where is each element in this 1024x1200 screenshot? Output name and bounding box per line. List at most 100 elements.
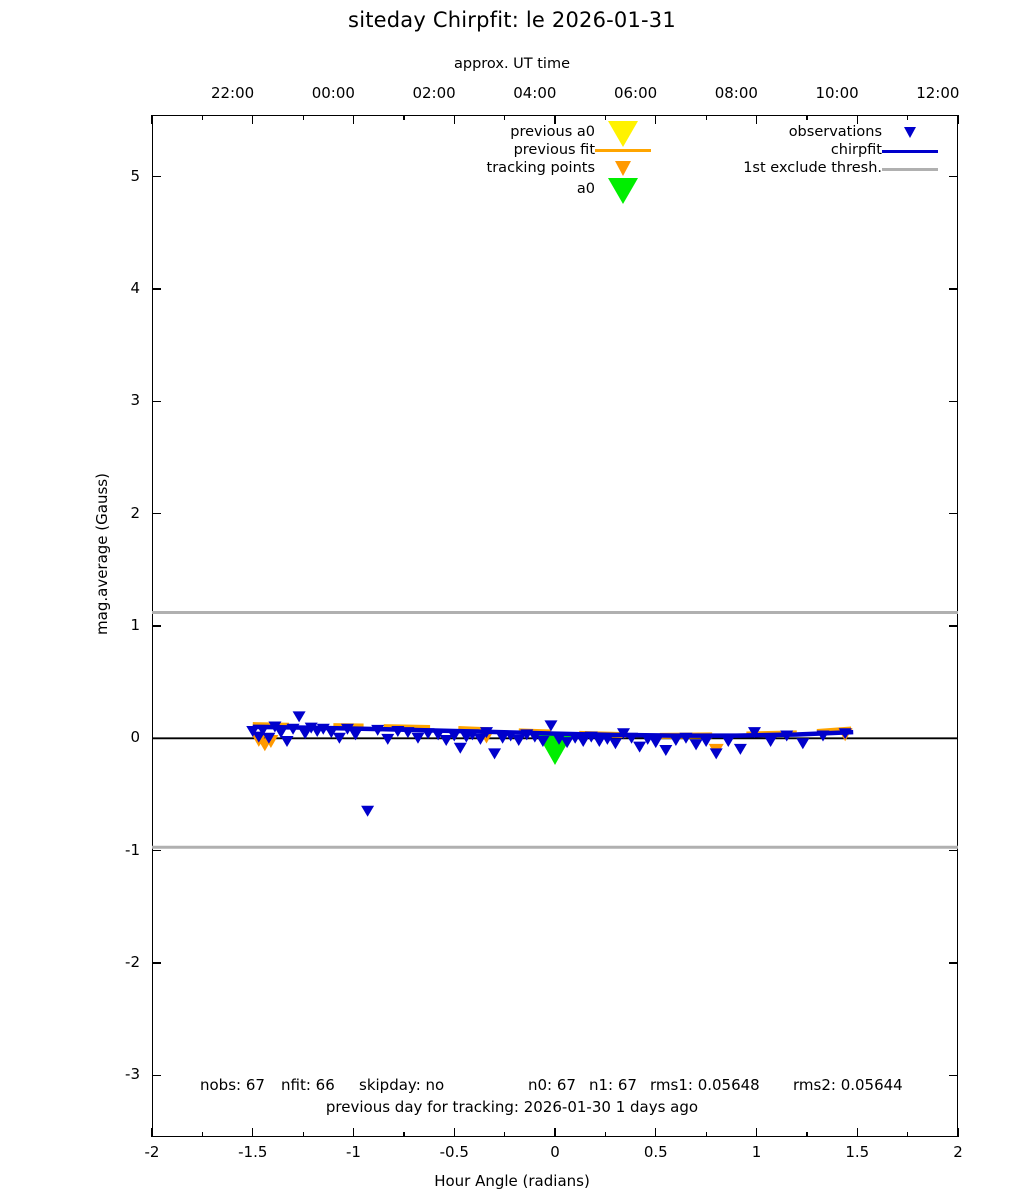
top-tick-label: 02:00 <box>412 84 456 102</box>
x-tick-label: 1 <box>751 1143 762 1161</box>
stat-nfit: nfit: 66 <box>281 1076 335 1094</box>
x-tick-major-top <box>554 115 556 124</box>
y-tick-major-right <box>949 962 958 964</box>
stat-n1: n1: 67 <box>589 1076 637 1094</box>
plot-legend: previous a0 previous fit tracking points a0… <box>152 119 958 209</box>
top-axis-label: approx. UT time <box>454 56 570 72</box>
x-tick-label: -1 <box>346 1143 361 1161</box>
x-tick-minor-top <box>504 115 506 120</box>
top-tick-label: 12:00 <box>916 84 960 102</box>
x-tick-minor-top <box>403 115 405 120</box>
legend-marker-line-right-2 <box>882 168 938 171</box>
legend-label-left-2: tracking points <box>486 160 595 176</box>
x-tick-minor-top <box>806 115 808 120</box>
top-tick-label: 00:00 <box>311 84 355 102</box>
legend-label-left-0: previous a0 <box>510 124 595 140</box>
legend-label-left-3: a0 <box>576 181 595 197</box>
top-tick-label: 22:00 <box>210 84 255 102</box>
legend-label-left-1: previous fit <box>513 142 595 158</box>
y-tick-major <box>152 176 161 178</box>
x-tick-label: 1.5 <box>845 1143 870 1161</box>
top-tick-label: 08:00 <box>714 84 758 102</box>
x-tick-major-top <box>957 115 959 124</box>
y-tick-major <box>152 962 161 964</box>
y-tick-label: -1 <box>125 840 140 859</box>
top-tick-label: 10:00 <box>815 84 859 102</box>
y-tick-major <box>152 513 161 515</box>
y-tick-major <box>152 1074 161 1076</box>
y-tick-major-right <box>949 176 958 178</box>
x-tick-major-top <box>856 115 858 124</box>
x-tick-label: -1.5 <box>238 1143 268 1161</box>
x-tick-major-top <box>755 115 758 124</box>
footer-tracking-row: previous day for tracking: 2026-01-30 1 … <box>325 1098 699 1116</box>
x-tick-minor <box>705 1132 707 1137</box>
x-axis-label: Hour Angle (radians) <box>434 1172 590 1190</box>
legend-label-right-2: 1st exclude thresh. <box>743 160 882 176</box>
legend-marker-triangle-left-0 <box>608 121 638 147</box>
x-tick-label: -2 <box>144 1143 160 1161</box>
y-tick-major-right <box>949 513 958 515</box>
legend-label-right-1: chirpfit <box>830 142 882 158</box>
top-tick-label: 04:00 <box>513 84 557 102</box>
y-tick-label: 2 <box>130 503 140 522</box>
x-tick-minor <box>806 1132 808 1137</box>
stat-nobs: nobs: 67 <box>200 1076 265 1094</box>
legend-marker-line-right-1 <box>882 150 938 153</box>
page-title: siteday Chirpfit: le 2026-01-31 <box>348 8 676 32</box>
x-tick-minor <box>403 1132 405 1137</box>
x-tick-major <box>252 1128 254 1137</box>
x-tick-major-top <box>151 115 153 124</box>
stat-skipday: skipday: no <box>359 1076 445 1094</box>
y-tick-label: 0 <box>130 728 140 747</box>
y-tick-major-right <box>949 737 958 739</box>
stat-rms1: rms1: 0.05648 <box>650 1076 760 1094</box>
y-tick-label: 4 <box>130 279 140 298</box>
legend-marker-triangle-left-2 <box>614 161 631 176</box>
y-tick-label: -3 <box>125 1065 140 1084</box>
x-tick-label: 0 <box>550 1143 560 1161</box>
y-tick-label: 3 <box>130 391 140 410</box>
y-tick-label: 1 <box>130 616 140 634</box>
x-tick-minor <box>504 1132 506 1137</box>
x-tick-minor-top <box>705 115 707 120</box>
x-tick-major <box>957 1128 959 1137</box>
legend-marker-triangle-right-0 <box>903 127 916 138</box>
y-tick-major <box>152 850 161 852</box>
y-tick-label: -2 <box>125 952 140 971</box>
y-tick-major-right <box>949 850 958 852</box>
legend-label-right-0: observations <box>788 124 882 140</box>
stat-rms2: rms2: 0.05644 <box>793 1076 903 1094</box>
y-tick-major <box>152 737 161 739</box>
x-tick-minor <box>302 1132 304 1137</box>
x-tick-minor-top <box>302 115 304 120</box>
x-tick-major <box>352 1128 355 1137</box>
legend-marker-triangle-left-3 <box>608 178 638 204</box>
x-tick-label: 2 <box>953 1143 963 1161</box>
x-tick-label: 0.5 <box>643 1143 668 1161</box>
x-tick-major <box>856 1128 858 1137</box>
x-tick-major <box>655 1128 657 1137</box>
x-tick-minor-top <box>604 115 607 120</box>
x-tick-major <box>151 1128 153 1137</box>
footer-stats-row: nobs: 67 nfit: 66 skipday: no n0: 67 n1:… <box>0 1076 1024 1096</box>
y-tick-major-right <box>949 288 958 290</box>
x-tick-major-top <box>655 115 657 124</box>
x-tick-major <box>554 1128 556 1137</box>
x-tick-minor-top <box>201 115 204 120</box>
y-tick-label: 5 <box>130 166 140 185</box>
x-tick-minor <box>201 1132 204 1137</box>
y-tick-major <box>152 288 161 290</box>
plot-frame <box>152 115 958 1137</box>
x-tick-major <box>755 1128 758 1137</box>
y-tick-major-right <box>949 400 958 403</box>
stat-n0: n0: 67 <box>528 1076 576 1094</box>
y-tick-major <box>152 400 161 403</box>
x-tick-minor <box>604 1132 607 1137</box>
x-tick-minor-top <box>907 115 909 120</box>
x-tick-label: -0.5 <box>439 1143 469 1161</box>
top-tick-label: 06:00 <box>613 84 658 102</box>
y-tick-major-right <box>949 1074 958 1076</box>
x-tick-major-top <box>453 115 455 124</box>
